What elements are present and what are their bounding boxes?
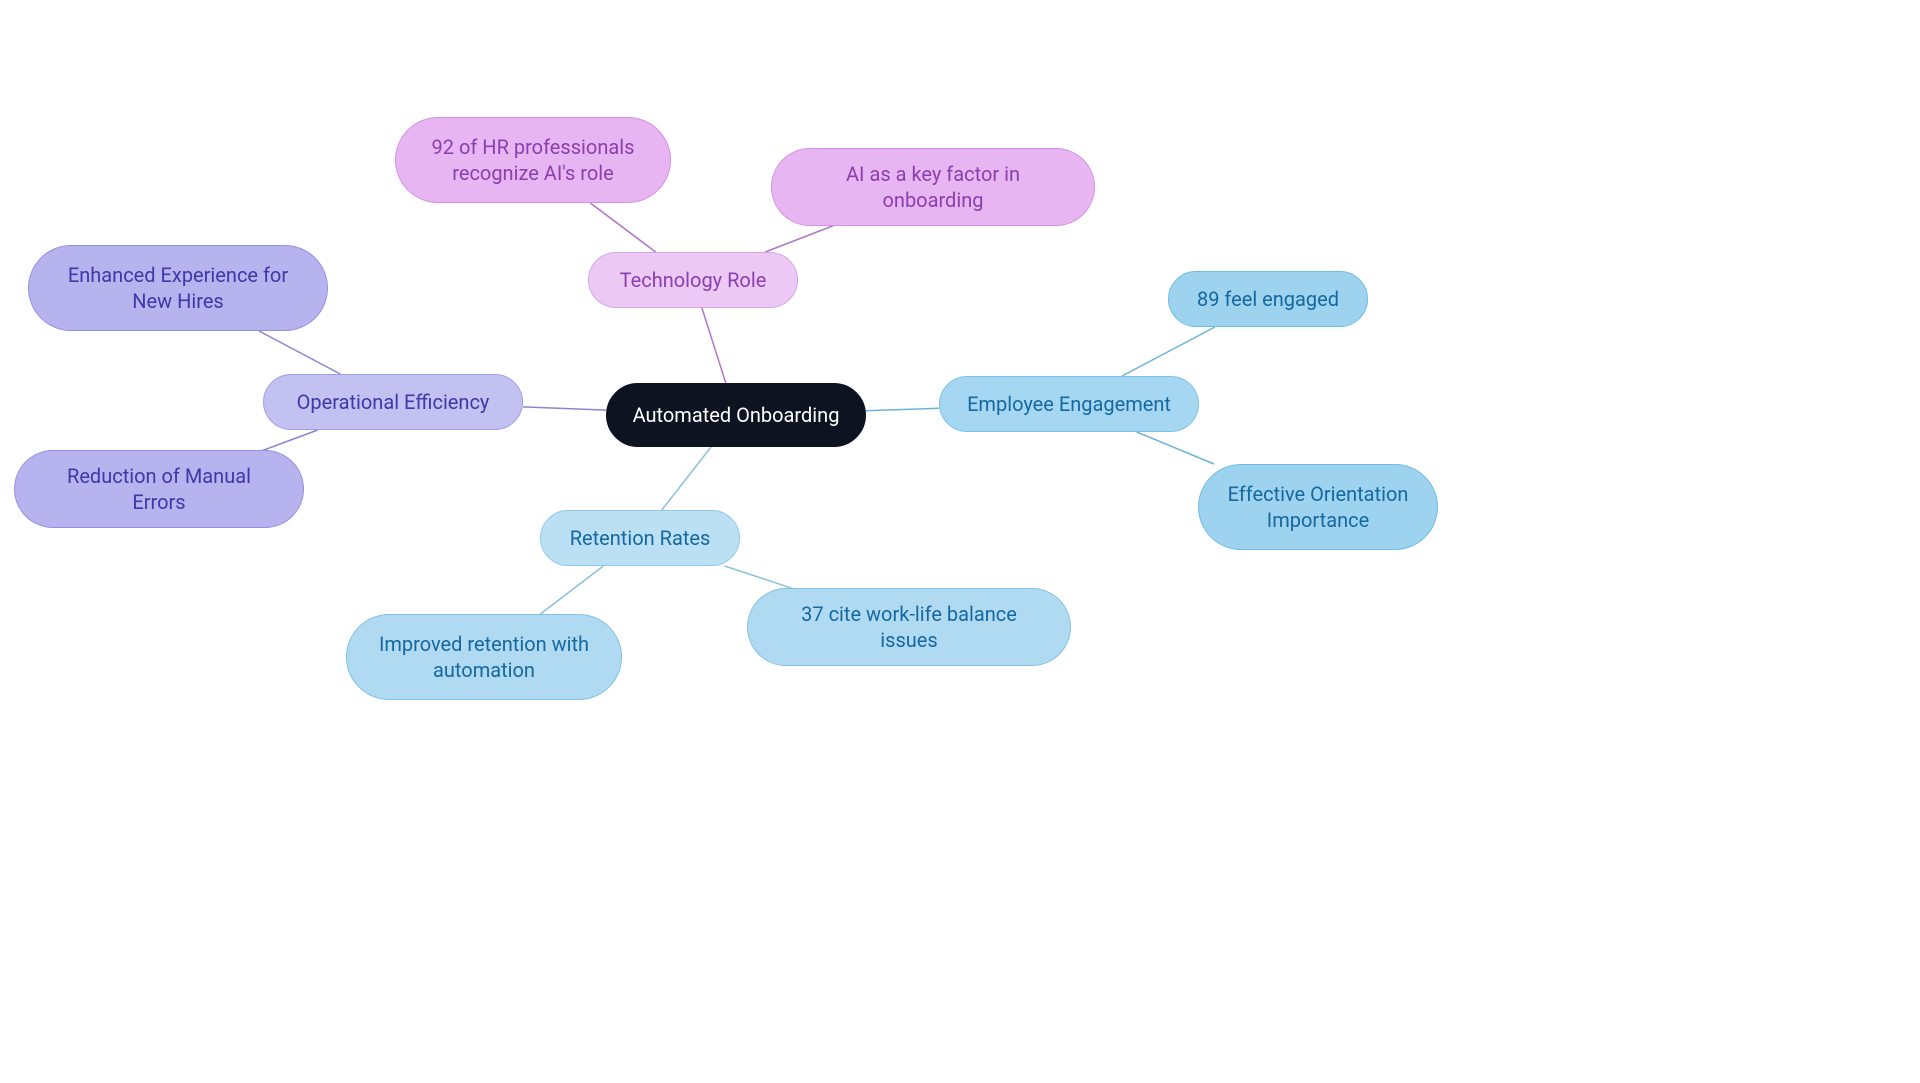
- branch-ret: Retention Rates: [540, 510, 740, 566]
- edge: [590, 203, 655, 252]
- branch-op-label: Operational Efficiency: [297, 389, 490, 415]
- branch-op: Operational Efficiency: [263, 374, 523, 430]
- leaf-eng1-label: 89 feel engaged: [1197, 286, 1339, 312]
- edge: [702, 308, 726, 383]
- leaf-ret1: Improved retention with automation: [346, 614, 622, 700]
- edge: [1137, 432, 1214, 464]
- edge: [662, 447, 711, 510]
- edge: [1122, 327, 1215, 376]
- edge: [523, 407, 606, 410]
- leaf-op1-label: Enhanced Experience for New Hires: [53, 262, 303, 314]
- leaf-tech2-label: AI as a key factor in onboarding: [796, 161, 1070, 213]
- branch-eng: Employee Engagement: [939, 376, 1199, 432]
- center-node: Automated Onboarding: [606, 383, 866, 447]
- edge: [866, 408, 939, 410]
- leaf-tech1: 92 of HR professionals recognize AI's ro…: [395, 117, 671, 203]
- leaf-tech2: AI as a key factor in onboarding: [771, 148, 1095, 226]
- leaf-ret2: 37 cite work-life balance issues: [747, 588, 1071, 666]
- leaf-eng1: 89 feel engaged: [1168, 271, 1368, 327]
- edge: [259, 331, 340, 374]
- branch-tech-label: Technology Role: [620, 267, 767, 293]
- leaf-eng2-label: Effective Orientation Importance: [1223, 481, 1413, 533]
- leaf-op2-label: Reduction of Manual Errors: [39, 463, 279, 515]
- edge: [540, 566, 603, 614]
- leaf-ret1-label: Improved retention with automation: [371, 631, 597, 683]
- leaf-op2: Reduction of Manual Errors: [14, 450, 304, 528]
- leaf-tech1-label: 92 of HR professionals recognize AI's ro…: [420, 134, 646, 186]
- leaf-op1: Enhanced Experience for New Hires: [28, 245, 328, 331]
- branch-tech: Technology Role: [588, 252, 798, 308]
- branch-eng-label: Employee Engagement: [967, 391, 1171, 417]
- leaf-eng2: Effective Orientation Importance: [1198, 464, 1438, 550]
- center-node-label: Automated Onboarding: [633, 402, 840, 428]
- branch-ret-label: Retention Rates: [570, 525, 711, 551]
- leaf-ret2-label: 37 cite work-life balance issues: [772, 601, 1046, 653]
